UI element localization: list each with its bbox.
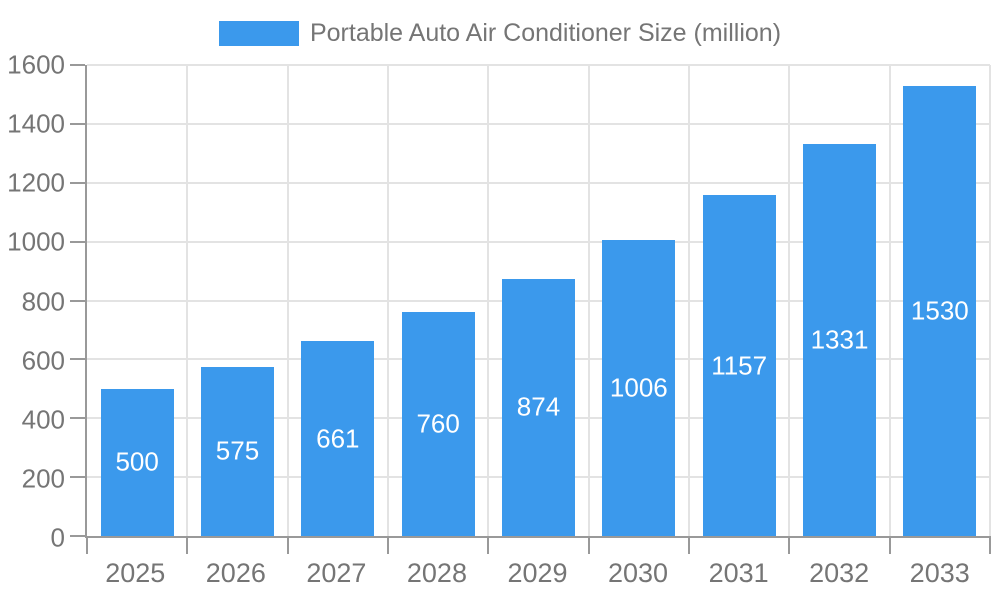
gridline-horizontal (87, 64, 990, 66)
bar-2028[interactable]: 760 (401, 312, 475, 536)
gridline-horizontal (87, 122, 990, 125)
bar-2026[interactable]: 575 (200, 366, 274, 536)
x-axis-tick-label: 2032 (809, 558, 870, 588)
x-axis-tick-label: 2027 (306, 558, 367, 588)
y-axis-tick-label: 200 (21, 463, 65, 494)
x-axis-tick (186, 536, 189, 554)
gridline-horizontal (87, 181, 990, 184)
y-axis-tick-label: 800 (21, 286, 65, 316)
y-axis-tick (70, 358, 85, 361)
legend-label: Portable Auto Air Conditioner Size (mill… (309, 19, 782, 47)
x-axis: 2025 2026 2027 2028 2029 2030 2031 2032 2033 (85, 558, 990, 594)
x-axis-tick (788, 536, 791, 554)
y-axis-tick-label: 600 (21, 345, 65, 376)
legend[interactable]: Portable Auto Air Conditioner Size (mill… (0, 19, 1000, 48)
y-axis-tick (70, 240, 85, 243)
bar-value-label: 575 (215, 435, 260, 466)
bar-2027[interactable]: 661 (301, 341, 375, 536)
gridline-vertical (687, 65, 690, 536)
x-axis-tick (989, 536, 991, 554)
bar-value-label: 874 (516, 391, 561, 422)
gridline-horizontal (87, 240, 990, 243)
y-axis-tick (70, 299, 85, 302)
x-axis-tick (687, 536, 690, 554)
x-axis-tick-label: 2029 (507, 558, 568, 588)
gridline-vertical (989, 65, 991, 536)
x-axis-tick-label: 2031 (708, 558, 769, 588)
bar-value-label: 661 (316, 423, 360, 454)
x-axis-tick (286, 536, 289, 554)
bar-value-label: 760 (416, 408, 460, 439)
y-axis-tick-label: 0 (50, 522, 65, 553)
y-axis: 0 200 400 600 800 1000 1200 1400 1600 (0, 50, 65, 553)
x-axis-tick (86, 536, 88, 554)
x-axis-tick-label: 2030 (608, 558, 669, 588)
x-axis-tick (386, 536, 389, 554)
x-axis-tick-label: 2026 (205, 558, 266, 588)
y-axis-tick (70, 476, 85, 479)
y-axis-tick-label: 1200 (7, 167, 65, 198)
y-axis-tick-label: 400 (21, 404, 65, 435)
bar-2030[interactable]: 1006 (602, 239, 676, 536)
y-axis-tick-label: 1400 (7, 108, 65, 139)
y-axis-tick-label: 1600 (7, 49, 65, 80)
x-axis-tick (587, 536, 590, 554)
bar-2025[interactable]: 500 (100, 388, 174, 536)
gridline-vertical (286, 65, 289, 536)
bar-2033[interactable]: 1530 (903, 85, 977, 536)
gridline-vertical (186, 65, 189, 536)
gridline-vertical (788, 65, 791, 536)
plot-area: 500 575 661 760 874 1006 1157 1331 1530 (70, 64, 991, 554)
x-axis-tick-label: 2025 (105, 558, 166, 588)
y-axis-tick (70, 417, 85, 420)
bar-2032[interactable]: 1331 (803, 144, 876, 536)
x-axis-tick (487, 536, 490, 554)
y-axis-tick (70, 122, 85, 125)
gridline-vertical (487, 65, 490, 536)
bar-2029[interactable]: 874 (502, 278, 575, 536)
bar-value-label: 1331 (810, 324, 869, 355)
gridline-vertical (386, 65, 389, 536)
y-axis-tick (70, 64, 85, 66)
y-axis-tick-label: 1000 (7, 226, 65, 257)
legend-swatch (218, 21, 299, 46)
bar-2031[interactable]: 1157 (702, 195, 776, 536)
gridline-vertical (587, 65, 590, 536)
bar-value-label: 1530 (910, 295, 969, 326)
x-axis-tick-label: 2033 (909, 558, 970, 588)
bar-value-label: 1157 (711, 350, 768, 381)
x-axis-tick-label: 2028 (406, 558, 467, 588)
y-axis-tick (70, 535, 85, 537)
bar-value-label: 500 (115, 446, 159, 477)
gridline-vertical (888, 65, 891, 536)
y-axis-tick (70, 181, 85, 184)
x-axis-tick (888, 536, 891, 554)
bar-value-label: 1006 (609, 372, 668, 403)
